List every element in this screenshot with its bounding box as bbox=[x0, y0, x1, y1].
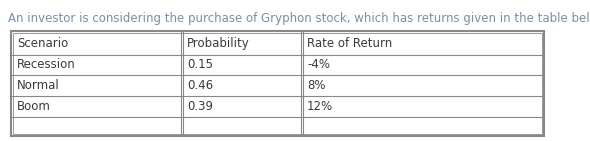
Text: 0.15: 0.15 bbox=[187, 59, 213, 71]
Text: Boom: Boom bbox=[17, 100, 51, 113]
Text: Recession: Recession bbox=[17, 59, 76, 71]
Text: Rate of Return: Rate of Return bbox=[307, 37, 392, 50]
Text: Normal: Normal bbox=[17, 79, 60, 92]
Bar bbox=[13, 33, 542, 134]
Text: 8%: 8% bbox=[307, 79, 326, 92]
Text: An investor is considering the purchase of Gryphon stock, which has returns give: An investor is considering the purchase … bbox=[8, 12, 590, 25]
Text: 0.39: 0.39 bbox=[187, 100, 213, 113]
Text: -4%: -4% bbox=[307, 59, 330, 71]
Text: Scenario: Scenario bbox=[17, 37, 68, 50]
Text: Probability: Probability bbox=[187, 37, 250, 50]
Text: 0.46: 0.46 bbox=[187, 79, 213, 92]
Bar bbox=[11, 31, 544, 136]
Text: 12%: 12% bbox=[307, 100, 333, 113]
